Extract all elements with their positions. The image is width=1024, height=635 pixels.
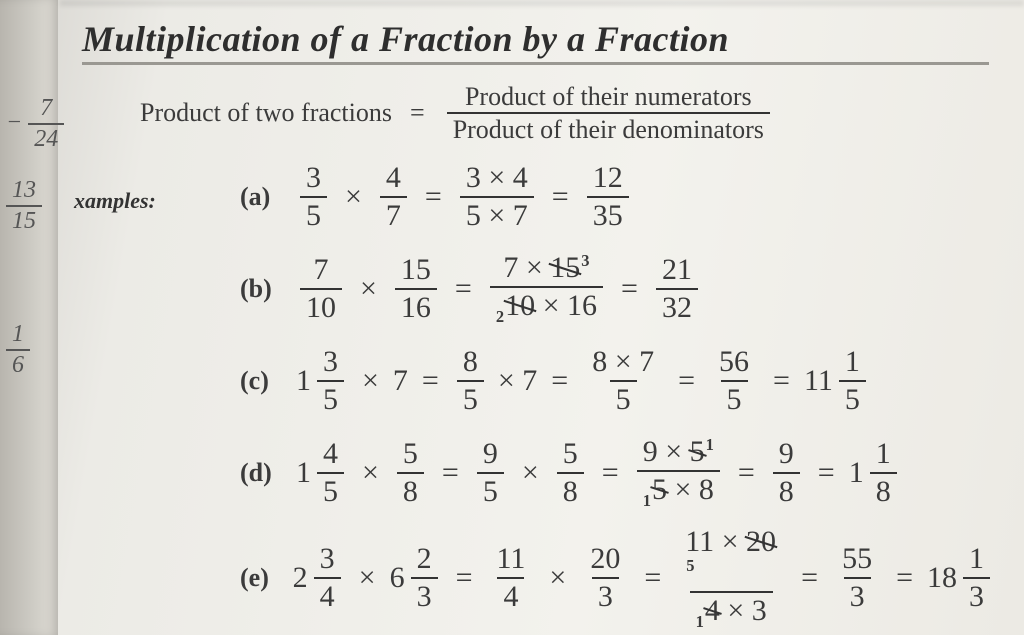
example-row: (c) 1 35 × 7 = 85 × 7 = 8 × 75 = 565 = 1… [240,342,994,420]
examples-heading: xamples: [74,188,156,214]
rule-lhs: Product of two fractions [140,98,392,128]
margin-num: 13 [6,178,42,205]
margin-fragment: 13 15 [6,178,42,234]
example-row: (a) 35 × 47 = 3 × 45 × 7 = 1235 [240,158,994,236]
examples-list: (a) 35 × 47 = 3 × 45 × 7 = 1235 (b) 710 … [240,158,994,630]
rule-rhs-numerator: Product of their numerators [459,83,758,112]
margin-den: 24 [28,123,64,152]
rule-rhs-fraction: Product of their numerators Product of t… [447,83,770,144]
textbook-page: − 7 24 13 15 1 6 Multiplication of a Fra… [0,0,1024,635]
rule-definition: Product of two fractions = Product of th… [140,83,994,144]
mixed-number: 1 35 [296,346,348,415]
margin-fragment: 1 6 [6,322,30,378]
margin-num: 7 [34,96,58,123]
example-row: (b) 710 × 1516 = 7 × 153 210 × 16 = 2132 [240,250,994,328]
example-label: (c) [240,366,286,396]
example-label: (b) [240,274,286,304]
equals-sign: = [406,98,429,128]
mixed-number: 11 15 [804,346,870,415]
rule-rhs-denominator: Product of their denominators [447,112,770,143]
example-label: (a) [240,182,286,212]
margin-den: 15 [6,205,42,234]
cancel-fraction: 7 × 153 210 × 16 [490,252,603,325]
example-row: (e) 2 34 × 6 23 = 114 × 203 = 11 × 205 1… [240,526,994,630]
cancel-fraction: 11 × 205 14 × 3 [679,526,783,630]
example-label: (e) [240,563,283,593]
cancel-fraction: 9 × 51 15 × 8 [637,436,720,509]
example-row: (d) 1 45 × 58 = 95 × 58 = 9 × 51 15 × 8 … [240,434,994,512]
example-label: (d) [240,458,286,488]
margin-fragment: − 7 24 [6,96,64,152]
page-title: Multiplication of a Fraction by a Fracti… [82,18,989,65]
margin-den: 6 [6,349,30,378]
margin-num: 1 [6,322,30,349]
